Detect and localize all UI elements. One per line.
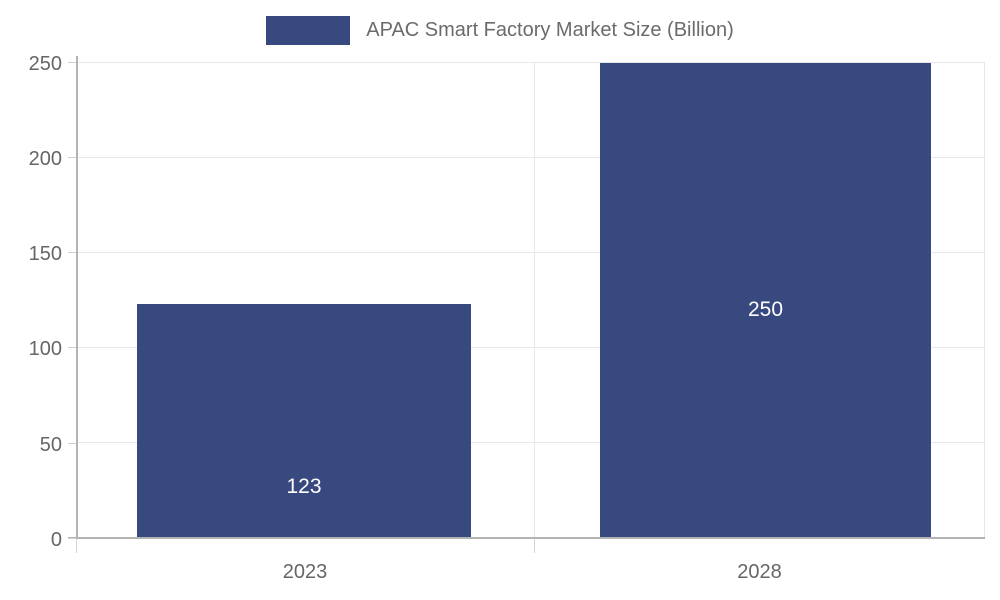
y-tick-mark-0 [68, 538, 76, 539]
gridline-50 [76, 442, 985, 443]
y-tick-mark-250 [68, 62, 76, 63]
y-tick-label-150: 150 [28, 243, 62, 265]
bar-value-label-2023: 123 [286, 475, 322, 499]
plot-right-border [984, 62, 985, 538]
chart-legend: APAC Smart Factory Market Size (Billion) [0, 12, 1000, 48]
bar-2028[interactable] [600, 63, 931, 538]
x-tick-label-2028: 2028 [737, 561, 782, 583]
plot-area: 123 250 [76, 62, 985, 552]
y-tick-mark-100 [68, 347, 76, 348]
y-tick-label-0: 0 [50, 529, 62, 551]
bar-2023[interactable] [137, 304, 471, 538]
y-tick-label-100: 100 [28, 338, 62, 360]
category-separator-gridline [534, 62, 535, 552]
legend-item-apac-smart-factory[interactable]: APAC Smart Factory Market Size (Billion) [266, 15, 734, 45]
y-tick-label-250: 250 [28, 53, 62, 75]
y-tick-mark-200 [68, 157, 76, 158]
x-tick-mark-start [76, 539, 77, 553]
gridline-150 [76, 252, 985, 253]
y-tick-mark-50 [68, 443, 76, 444]
x-tick-label-2023: 2023 [282, 561, 328, 583]
bar-value-label-2028: 250 [747, 298, 784, 321]
y-tick-label-50: 50 [39, 434, 62, 456]
x-axis-line [68, 537, 985, 539]
y-axis-line [76, 56, 78, 538]
gridline-200 [76, 157, 985, 158]
gridline-250 [76, 62, 985, 63]
y-tick-mark-150 [68, 252, 76, 253]
legend-color-swatch-icon [266, 15, 351, 45]
x-tick-mark-separator [534, 539, 535, 553]
y-tick-label-200: 200 [28, 148, 62, 170]
legend-item-label: APAC Smart Factory Market Size (Billion) [366, 19, 734, 41]
gridline-100 [76, 347, 985, 348]
